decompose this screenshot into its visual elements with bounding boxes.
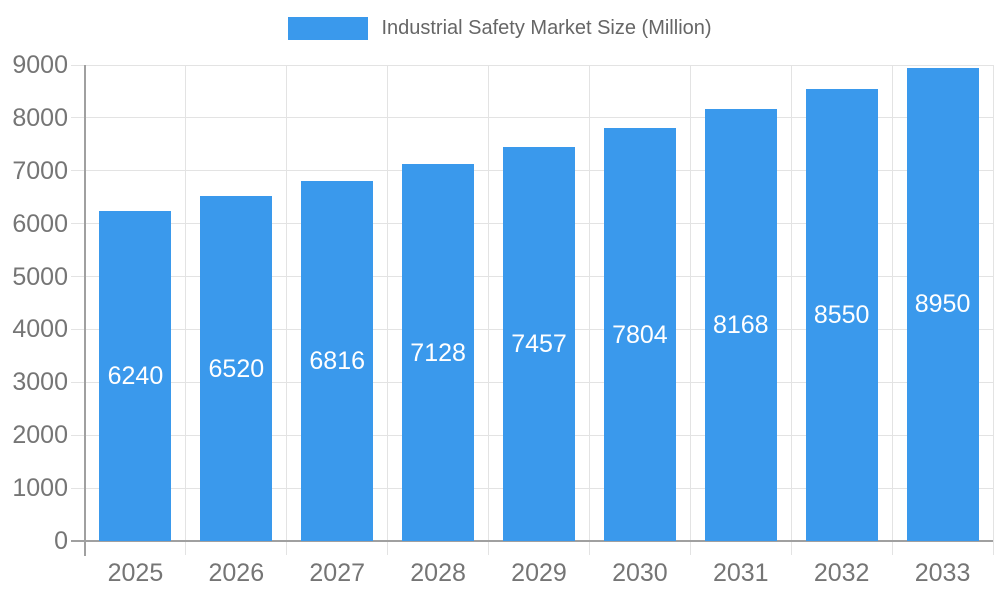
bar — [603, 128, 676, 541]
y-axis-label: 6000 — [12, 209, 68, 238]
bar-value-label: 6240 — [107, 361, 164, 390]
x-axis-label: 2027 — [309, 559, 366, 587]
y-axis-label: 0 — [54, 527, 68, 555]
bar-value-label: 8950 — [914, 290, 971, 319]
bar — [99, 210, 172, 541]
x-axis-label: 2026 — [208, 559, 265, 587]
x-axis-line — [71, 540, 993, 542]
x-gridline — [387, 65, 389, 555]
legend-label: Industrial Safety Market Size (Million) — [381, 17, 712, 39]
x-gridline — [790, 65, 792, 555]
y-axis-label: 4000 — [12, 315, 68, 344]
x-gridline — [286, 65, 288, 555]
x-axis-label: 2025 — [107, 559, 164, 587]
x-axis-label: 2033 — [914, 559, 971, 587]
x-gridline — [588, 65, 590, 555]
y-tick — [71, 381, 85, 383]
bar-value-label: 6816 — [309, 346, 366, 375]
y-tick — [71, 328, 85, 330]
x-gridline — [891, 65, 893, 555]
y-axis-label: 3000 — [12, 368, 68, 397]
bar-value-label: 6520 — [208, 354, 265, 383]
bar-value-label: 7128 — [410, 338, 466, 367]
bar — [906, 67, 979, 541]
y-axis-label: 5000 — [12, 262, 68, 291]
x-gridline — [689, 65, 691, 555]
y-gridline — [85, 64, 993, 66]
y-axis-label: 1000 — [12, 474, 68, 503]
y-tick — [71, 487, 85, 489]
y-axis-label: 8000 — [12, 103, 68, 132]
x-gridline — [185, 65, 187, 555]
x-gridline — [992, 65, 994, 555]
bar-value-label: 7804 — [612, 320, 668, 349]
bar-value-label: 8168 — [712, 311, 769, 339]
x-gridline — [488, 65, 490, 555]
bar-value-label: 7457 — [511, 329, 567, 358]
y-axis-label: 7000 — [12, 156, 68, 185]
bar — [301, 180, 374, 541]
bar — [200, 196, 273, 541]
x-axis-label: 2032 — [813, 559, 870, 587]
y-axis-label: 2000 — [12, 421, 68, 450]
y-axis-line — [84, 65, 86, 556]
legend-swatch — [288, 17, 369, 40]
chart-legend: Industrial Safety Market Size (Million) — [0, 17, 1000, 40]
y-axis-label: 9000 — [12, 51, 68, 79]
bar — [503, 146, 575, 541]
bar — [805, 88, 878, 541]
bar-value-label: 8550 — [813, 300, 870, 329]
x-axis-label: 2030 — [612, 559, 668, 587]
x-axis-label: 2028 — [410, 559, 466, 587]
bar — [402, 164, 475, 541]
y-tick — [71, 276, 85, 278]
y-tick — [71, 117, 85, 119]
y-tick — [71, 170, 85, 172]
y-tick — [71, 434, 85, 436]
y-tick — [71, 64, 85, 66]
y-gridline — [85, 117, 993, 119]
bar — [704, 109, 777, 541]
x-axis-label: 2029 — [511, 559, 567, 587]
y-tick — [71, 223, 85, 225]
x-axis-label: 2031 — [712, 559, 769, 587]
